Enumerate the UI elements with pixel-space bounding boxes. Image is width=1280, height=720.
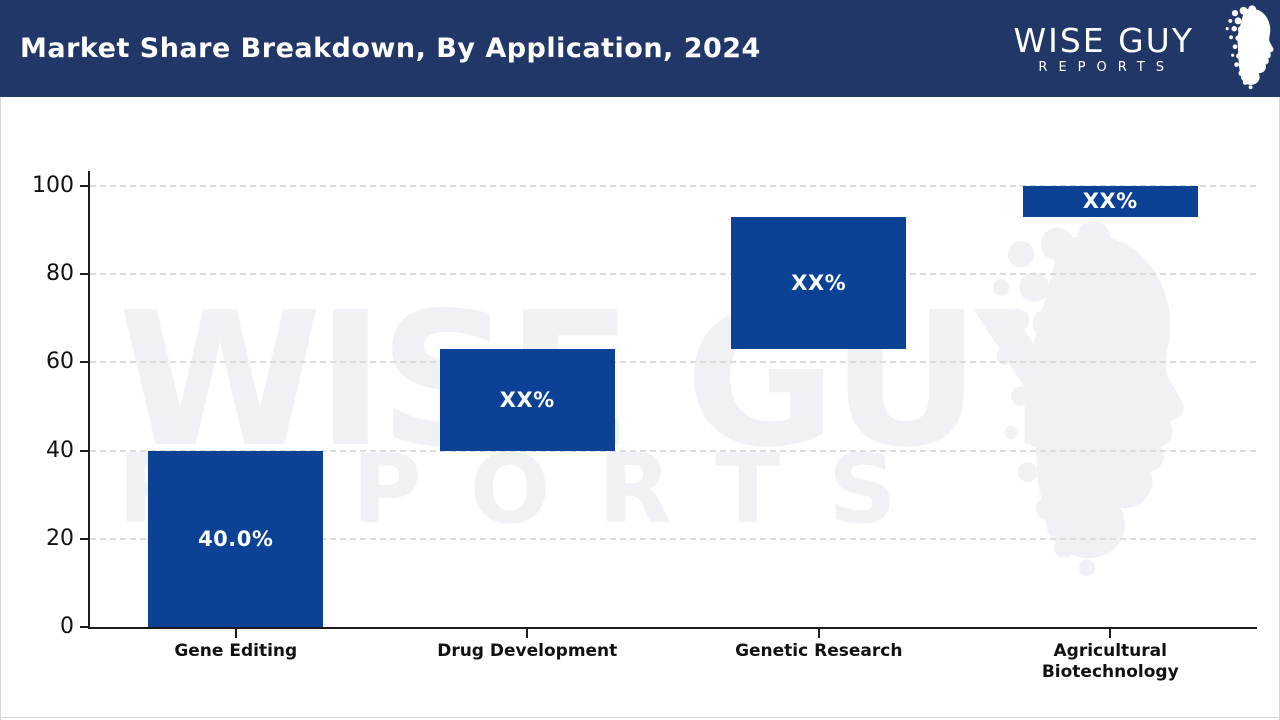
y-tick-label-80: 80 bbox=[46, 261, 74, 287]
x-tick-mark-genetic-research bbox=[817, 629, 820, 638]
y-tick-label-100: 100 bbox=[32, 173, 74, 198]
y-tick-mark-40 bbox=[80, 449, 89, 452]
x-tick-mark-agricultural-biotechnology bbox=[1109, 629, 1112, 638]
x-category-label-genetic-research: Genetic Research bbox=[735, 641, 903, 661]
x-category-label-agricultural-biotechnology: Agricultural Biotechnology bbox=[1041, 641, 1179, 683]
page-title: Market Share Breakdown, By Application, … bbox=[20, 33, 761, 64]
y-tick-mark-100 bbox=[80, 185, 89, 187]
bar-agricultural-biotechnology: XX% bbox=[1022, 186, 1198, 217]
x-category-label-drug-development: Drug Development bbox=[437, 641, 618, 661]
gridline-y-20 bbox=[90, 537, 1256, 540]
x-tick-mark-drug-development bbox=[526, 629, 529, 638]
brand-name: WISE GUY bbox=[1013, 20, 1194, 60]
y-axis-line bbox=[88, 170, 90, 629]
gridline-y-80 bbox=[90, 273, 1256, 276]
brand-logo-text: WISE GUY REPORTS bbox=[1013, 24, 1194, 74]
bar-value-label-genetic-research: XX% bbox=[791, 271, 847, 295]
brand-face-icon bbox=[1225, 4, 1274, 89]
y-tick-label-0: 0 bbox=[60, 614, 74, 639]
gridline-y-60 bbox=[90, 361, 1256, 364]
y-tick-label-40: 40 bbox=[46, 437, 74, 463]
brand-subname: REPORTS bbox=[1038, 59, 1176, 75]
header-bar: Market Share Breakdown, By Application, … bbox=[0, 0, 1280, 97]
bar-gene-editing: 40.0% bbox=[148, 450, 324, 627]
y-tick-mark-0 bbox=[80, 626, 89, 628]
bar-genetic-research: XX% bbox=[731, 216, 907, 350]
x-tick-mark-gene-editing bbox=[234, 629, 237, 638]
bar-value-label-agricultural-biotechnology: XX% bbox=[1082, 189, 1138, 214]
y-tick-label-20: 20 bbox=[46, 525, 74, 551]
gridline-y-40 bbox=[90, 449, 1256, 452]
gridline-y-100 bbox=[90, 185, 1256, 187]
y-tick-mark-60 bbox=[80, 361, 89, 364]
brand-logo: WISE GUY REPORTS bbox=[1013, 0, 1274, 97]
page-border-bottom bbox=[0, 717, 1280, 718]
bar-drug-development: XX% bbox=[439, 349, 615, 451]
page-border-left bbox=[0, 97, 1, 720]
y-tick-mark-80 bbox=[80, 273, 89, 276]
y-tick-label-60: 60 bbox=[46, 349, 74, 375]
y-tick-mark-20 bbox=[80, 537, 89, 540]
x-category-label-gene-editing: Gene Editing bbox=[174, 641, 298, 661]
bar-value-label-gene-editing: 40.0% bbox=[198, 526, 274, 551]
bar-value-label-drug-development: XX% bbox=[499, 387, 555, 412]
x-axis-line bbox=[88, 627, 1257, 629]
